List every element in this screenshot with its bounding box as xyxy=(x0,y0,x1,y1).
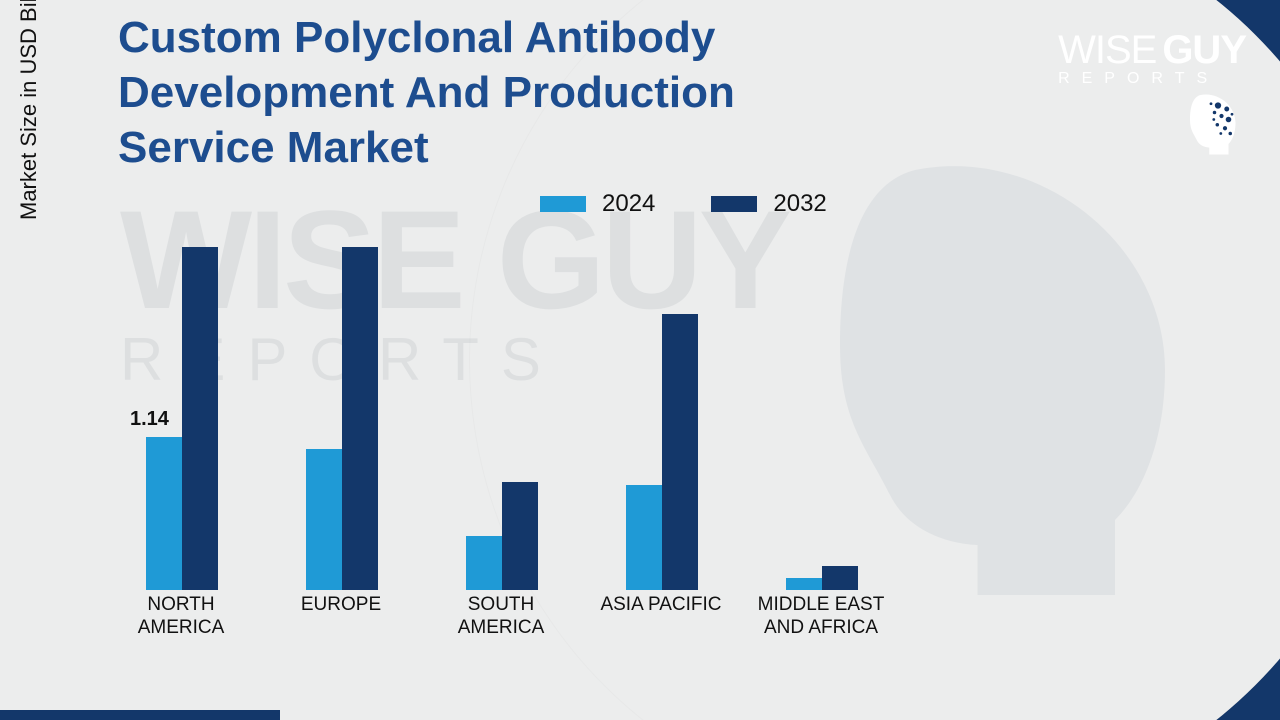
bar-2032 xyxy=(182,247,218,590)
bar-2024 xyxy=(626,485,662,590)
logo-sub: REPORTS xyxy=(1058,70,1219,87)
x-axis-label: SOUTH AMERICA xyxy=(436,594,566,640)
bar-group xyxy=(616,240,716,590)
x-axis-label: ASIA PACIFIC xyxy=(596,594,726,617)
bar-group xyxy=(776,240,876,590)
bar-2032 xyxy=(502,482,538,590)
x-axis-label: NORTH AMERICA xyxy=(116,594,246,640)
logo-word1: WISE xyxy=(1058,30,1156,70)
chart-title: Custom Polyclonal Antibody Development A… xyxy=(118,10,888,175)
x-axis-label: MIDDLE EAST AND AFRICA xyxy=(756,594,886,640)
brand-logo: WISE GUY REPORTS xyxy=(986,30,1246,158)
chart-canvas: WISE GUY REPORTS WISE GUY REPORTS Custom… xyxy=(0,0,1280,720)
plot-area: 1.14 xyxy=(116,240,906,590)
bar-2032 xyxy=(822,566,858,590)
bar-group xyxy=(296,240,396,590)
chart-area: 1.14 NORTH AMERICA EUROPE SOUTH AMERICA ASI… xyxy=(56,180,926,660)
x-axis-labels: NORTH AMERICA EUROPE SOUTH AMERICA ASIA PAC… xyxy=(116,594,906,714)
bar-2024 xyxy=(466,536,502,590)
bar-2032 xyxy=(342,247,378,590)
bar-2032 xyxy=(662,314,698,590)
logo-word2: GUY xyxy=(1162,30,1246,70)
logo-head-icon xyxy=(1176,88,1246,158)
bar-2024 xyxy=(306,449,342,590)
bar-2024 xyxy=(146,437,182,590)
value-label: 1.14 xyxy=(130,408,169,431)
x-axis-label: EUROPE xyxy=(276,594,406,617)
bar-group xyxy=(456,240,556,590)
y-axis-label: Market Size in USD Billion xyxy=(16,0,42,220)
bottom-accent-bar xyxy=(0,710,280,720)
bar-2024 xyxy=(786,578,822,590)
